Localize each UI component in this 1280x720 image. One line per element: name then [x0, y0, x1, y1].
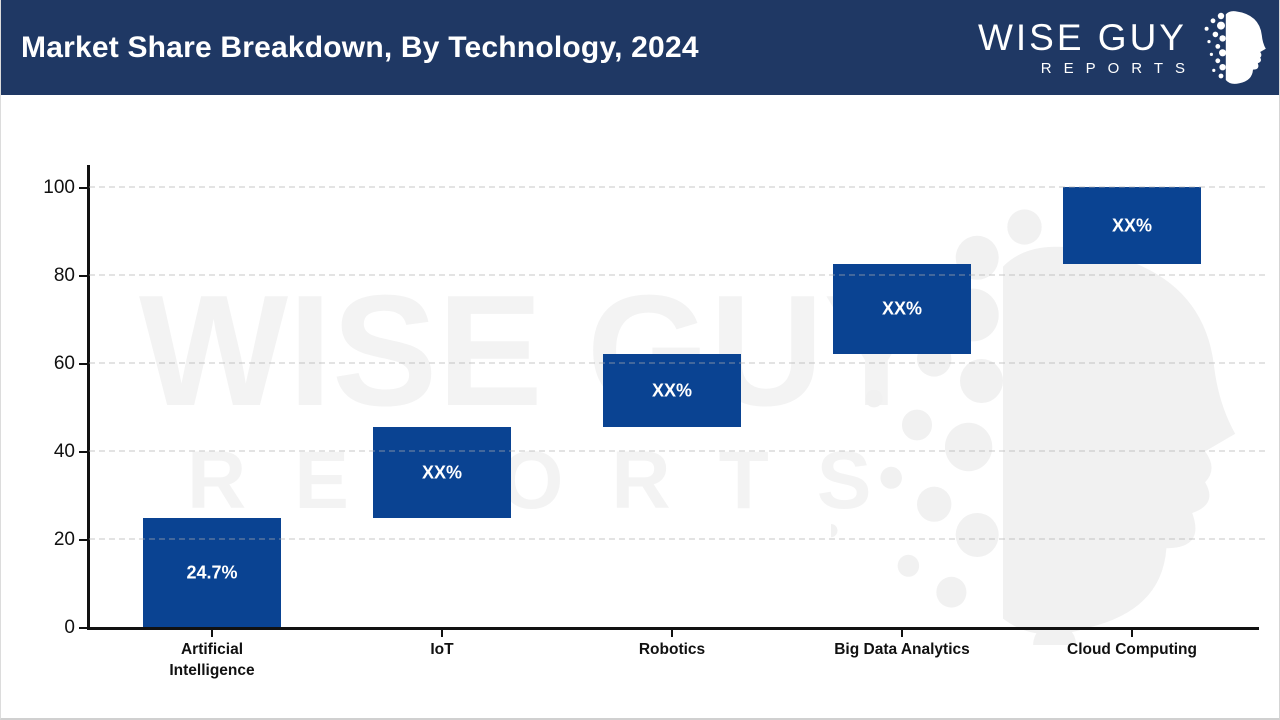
y-axis-tick	[79, 187, 87, 189]
watermark-face-icon	[831, 209, 1236, 645]
logo-face-icon	[1204, 10, 1266, 84]
x-axis-line	[87, 627, 1259, 630]
x-axis-tick	[671, 630, 673, 637]
gridline	[89, 362, 1265, 364]
header-band: Market Share Breakdown, By Technology, 2…	[1, 0, 1279, 95]
brand-logo-text: WISE GUY REPORTS	[978, 19, 1187, 77]
y-tick-label: 100	[43, 177, 75, 198]
bar-segment	[603, 354, 741, 427]
chart-title: Market Share Breakdown, By Technology, 2…	[21, 30, 699, 64]
brand-name: WISE GUY	[977, 16, 1187, 58]
y-axis-tick	[79, 539, 87, 541]
y-tick-label: 20	[53, 529, 75, 550]
x-category-label: Robotics	[638, 641, 706, 658]
x-category-label: Artificial Intelligence	[169, 641, 255, 679]
bar-value-label: XX%	[1111, 215, 1153, 235]
gridline	[89, 186, 1265, 188]
brand-logo: WISE GUY REPORTS	[978, 7, 1269, 89]
y-axis-tick	[79, 363, 87, 365]
y-tick-label: 0	[64, 617, 75, 638]
x-axis-tick	[441, 630, 443, 637]
bar-segment	[833, 263, 971, 355]
gridline	[89, 274, 1265, 276]
y-axis-line	[87, 165, 90, 630]
y-tick-label: 40	[53, 441, 75, 462]
gridline	[89, 538, 1265, 540]
brand-subname: REPORTS	[1040, 59, 1197, 77]
bar-segment	[1063, 187, 1201, 264]
x-axis-tick	[211, 630, 213, 637]
bar-value-label: XX%	[651, 380, 693, 400]
bar-segment	[143, 518, 281, 627]
bar-value-label: XX%	[421, 462, 463, 483]
watermark-text-line1: WISE GUY	[139, 263, 930, 439]
x-category-label: IoT	[430, 641, 454, 658]
bar-value-label: 24.7%	[186, 562, 238, 583]
x-axis-tick	[1131, 630, 1133, 637]
gridline	[89, 450, 1265, 452]
bar-value-label: XX%	[881, 298, 923, 319]
x-axis-tick	[901, 630, 903, 637]
watermark-text-line2: REPORTS	[187, 435, 920, 526]
y-axis-tick	[79, 275, 87, 277]
y-tick-label: 80	[53, 265, 75, 286]
y-axis-tick	[79, 627, 87, 629]
bar-segment	[373, 426, 511, 519]
y-tick-label: 60	[53, 353, 75, 374]
y-axis-tick	[79, 451, 87, 453]
x-category-label: Big Data Analytics	[834, 641, 970, 658]
x-category-label: Cloud Computing	[1067, 641, 1197, 658]
